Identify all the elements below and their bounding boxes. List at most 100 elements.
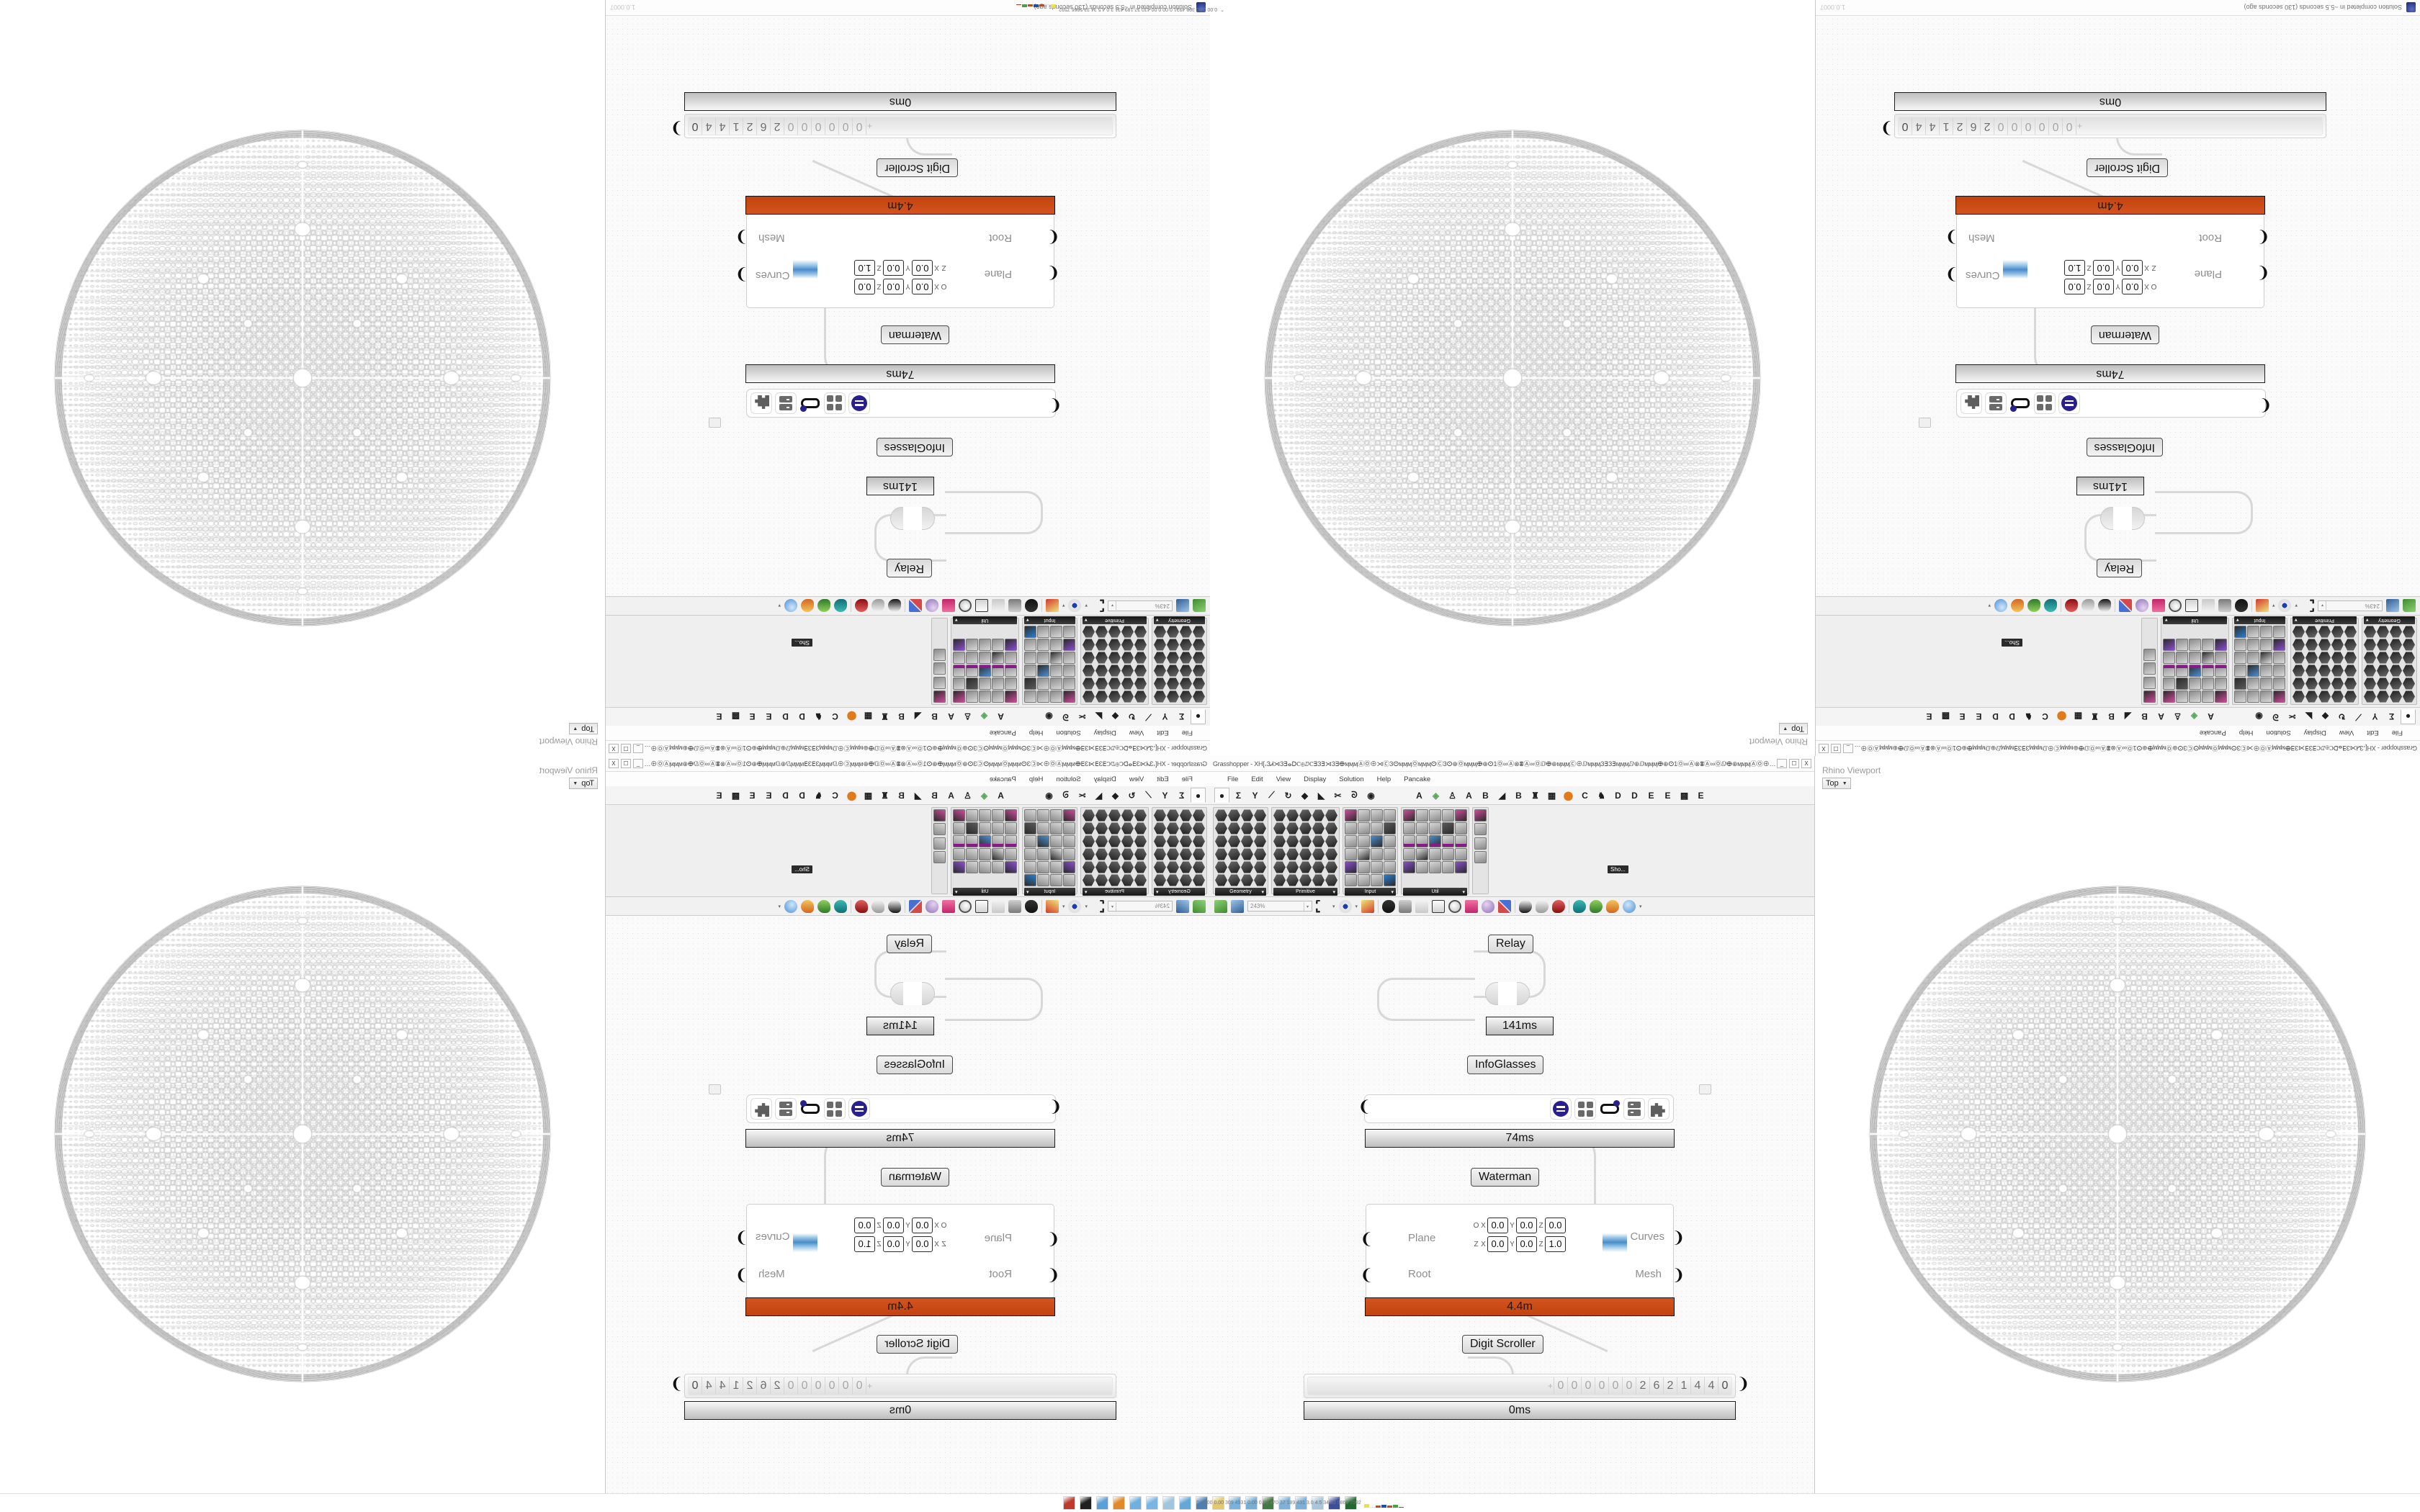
menu-item-pancake[interactable]: Pancake <box>989 775 1016 783</box>
output-pin-mesh-icon[interactable]: ❩ <box>735 228 748 246</box>
category-tab[interactable]: E <box>1976 711 1982 722</box>
category-tab[interactable]: A <box>998 790 1004 801</box>
four-squares-icon[interactable] <box>1574 1098 1596 1120</box>
scroller-digit[interactable]: 2 <box>1636 1377 1649 1395</box>
palette-component-icon[interactable] <box>1063 809 1075 822</box>
scroller-digit[interactable]: 0 <box>839 1377 853 1395</box>
category-tab[interactable]: ↻ <box>2338 711 2346 722</box>
palette-component-icon[interactable] <box>1167 835 1179 847</box>
palette-component-icon[interactable] <box>2163 665 2175 677</box>
category-tab[interactable]: Σ <box>1178 790 1185 801</box>
zoom-level-input[interactable]: 243% ▾ <box>1108 600 1173 611</box>
zaxis-y-field[interactable]: 0.0 <box>2093 260 2114 276</box>
plane-origin-row[interactable]: O X 0.0 Y 0.0 Z 0.0 <box>854 1218 947 1233</box>
palette-component-icon[interactable] <box>2344 665 2357 677</box>
category-tab[interactable]: ✂ <box>2288 711 2296 722</box>
category-tab[interactable]: ⟋ <box>2355 712 2362 722</box>
palette-component-icon[interactable] <box>2364 665 2376 677</box>
node-plane-body[interactable]: ❨ ❨ ❩ ❩ Plane Root Curves Mesh O X 0.0 Y… <box>735 213 1060 308</box>
orange-preview-icon[interactable] <box>1606 899 1620 913</box>
category-tab[interactable]: B <box>1515 790 1522 801</box>
palette-component-icon[interactable] <box>2293 626 2305 638</box>
orange-preview-icon[interactable] <box>800 899 814 913</box>
output-pin-mesh-icon[interactable]: ❩ <box>1672 1266 1685 1284</box>
palette-component-icon[interactable] <box>2260 626 2272 638</box>
save-file-icon[interactable] <box>1176 599 1189 613</box>
palette-component-icon[interactable] <box>1024 809 1036 822</box>
minimize-button[interactable]: _ <box>633 744 643 753</box>
palette-component-icon[interactable] <box>2344 652 2357 664</box>
gift-icon[interactable] <box>941 899 955 913</box>
category-tab[interactable]: C <box>832 790 838 801</box>
palette-component-icon[interactable] <box>933 823 946 836</box>
node-timer-0[interactable]: 0ms <box>684 92 1116 111</box>
palette-component-icon[interactable] <box>1215 861 1227 873</box>
palette-component-icon[interactable] <box>1358 809 1370 822</box>
palette-component-icon[interactable] <box>2176 690 2188 703</box>
origin-z-field[interactable]: 0.0 <box>854 279 875 294</box>
palette-component-icon[interactable] <box>2260 678 2272 690</box>
menu-bar[interactable]: File Edit View Display Solution Help Pancake <box>606 772 1210 786</box>
palette-component-icon[interactable] <box>1167 690 1179 703</box>
palette-component-icon[interactable] <box>979 848 991 860</box>
scroller-digit[interactable]: 0 <box>784 1377 798 1395</box>
palette-component-icon[interactable] <box>1063 848 1075 860</box>
palette-component-icon[interactable] <box>1228 809 1240 822</box>
palette-component-icon[interactable] <box>1121 639 1134 651</box>
palette-component-icon[interactable] <box>1134 835 1147 847</box>
taskbar-app-icon[interactable] <box>1262 1496 1274 1510</box>
palette-component-icon[interactable] <box>1108 822 1121 834</box>
palette-component-icon[interactable] <box>2390 626 2402 638</box>
teal-preview-icon[interactable] <box>833 899 847 913</box>
palette-component-icon[interactable] <box>966 822 978 834</box>
category-tab[interactable]: A <box>2208 711 2214 722</box>
menu-item-view[interactable]: View <box>1129 729 1144 737</box>
category-tab[interactable]: ◢ <box>914 711 922 722</box>
taskbar-app-icon[interactable] <box>1229 1496 1241 1510</box>
palette-component-icon[interactable] <box>1024 822 1036 834</box>
palette-component-icon[interactable] <box>1063 626 1075 638</box>
palette-component-icon[interactable] <box>2344 639 2357 651</box>
scissors-icon[interactable] <box>2118 599 2132 613</box>
category-tab[interactable]: B <box>898 711 905 722</box>
taskbar-app-icon[interactable] <box>1063 1496 1075 1510</box>
input-pin-icon[interactable]: ❨ <box>1049 1098 1062 1116</box>
palette-component-icon[interactable] <box>1167 626 1179 638</box>
minimize-button[interactable]: _ <box>1843 744 1853 753</box>
palette-component-icon[interactable] <box>1228 835 1240 847</box>
palette-component-icon[interactable] <box>1083 626 1095 638</box>
palette-component-icon[interactable] <box>1180 652 1192 664</box>
palette-component-icon[interactable] <box>1299 874 1312 886</box>
taskbar-app-icon[interactable] <box>1096 1496 1108 1510</box>
category-tab[interactable]: ⬤ <box>846 711 857 722</box>
palette-component-icon[interactable] <box>1095 861 1108 873</box>
category-tab[interactable]: ♙ <box>964 711 972 722</box>
palette-component-icon[interactable] <box>1442 861 1454 873</box>
document-icon[interactable] <box>2184 599 2198 613</box>
scroller-digit[interactable]: 0 <box>853 117 866 135</box>
zaxis-y-field[interactable]: 0.0 <box>1516 1236 1537 1252</box>
scroller-digit[interactable]: 0 <box>2063 117 2076 135</box>
palette-component-icon[interactable] <box>1180 626 1192 638</box>
palette-component-icon[interactable] <box>1442 848 1454 860</box>
scissors-icon[interactable] <box>908 599 922 613</box>
palette-component-icon[interactable] <box>1273 822 1286 834</box>
component-palette[interactable]: Geometry ▾ Primitive ▾ Input ▾ Util ▾ Sho... <box>1816 615 2420 707</box>
balloon-icon[interactable] <box>1482 899 1495 913</box>
category-tab[interactable]: ✂ <box>1078 790 1086 801</box>
preview-color-caret[interactable]: ▾ <box>1639 904 1642 909</box>
palette-component-icon[interactable] <box>2305 652 2318 664</box>
palette-component-icon[interactable] <box>1154 652 1166 664</box>
search-icon[interactable] <box>958 899 972 913</box>
palette-component-icon[interactable] <box>1024 665 1036 677</box>
shade-preview-icon[interactable] <box>887 899 901 913</box>
rhino-viewport-window[interactable]: Rhino Viewport Top ▼ <box>0 756 605 1512</box>
palette-component-icon[interactable] <box>1121 690 1134 703</box>
palette-group-primitive[interactable]: Primitive ▾ <box>2290 616 2359 705</box>
palette-component-icon[interactable] <box>1180 861 1192 873</box>
open-file-icon[interactable] <box>2403 599 2416 613</box>
palette-component-icon[interactable] <box>2293 690 2305 703</box>
teal-preview-icon[interactable] <box>1573 899 1587 913</box>
